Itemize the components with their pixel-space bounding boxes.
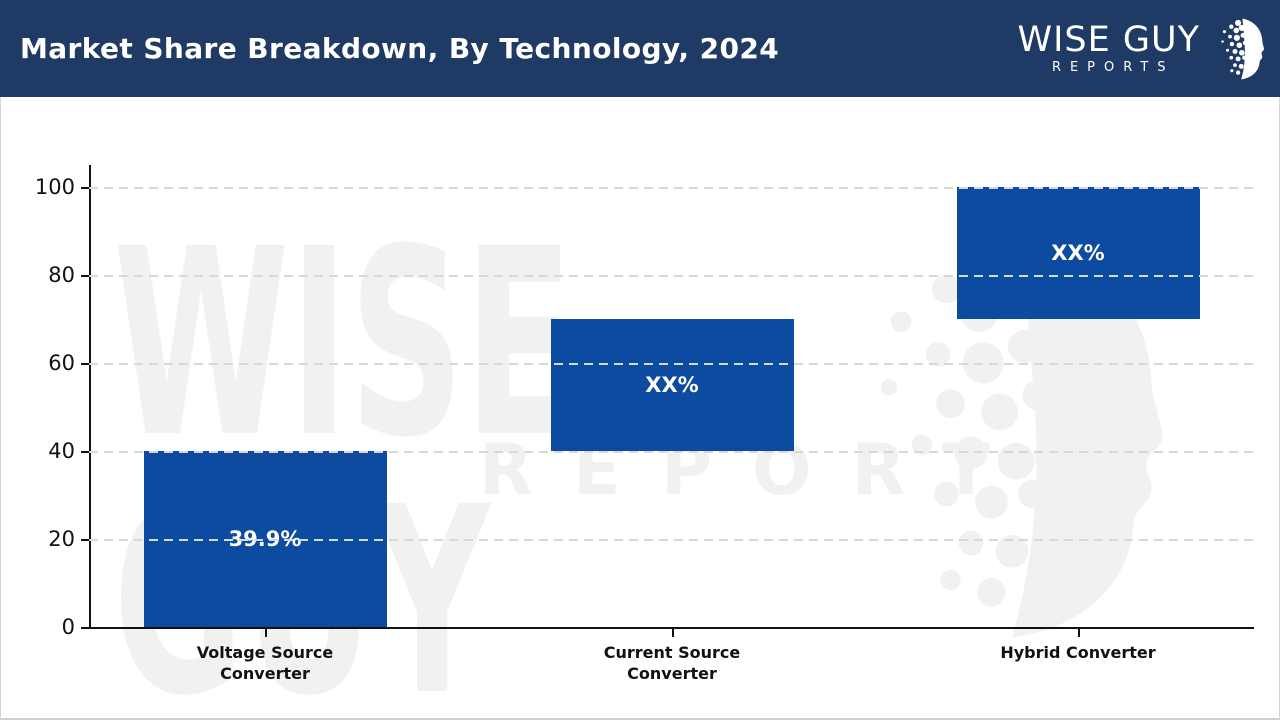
page-title: Market Share Breakdown, By Technology, 2… (20, 32, 780, 65)
brand-logo: WISE GUY REPORTS (1017, 9, 1266, 89)
y-axis-tick-label: 100 (34, 175, 75, 199)
y-tick (81, 363, 89, 365)
x-axis-category-label: Current Source Converter (603, 643, 741, 683)
brand-name: WISE GUY (1017, 19, 1200, 60)
y-tick (81, 627, 89, 629)
y-tick (81, 187, 89, 189)
bar: XX% (956, 187, 1200, 319)
gridline (89, 363, 1254, 365)
chart-area: WISE GUY REPORTS 02040608010039.9%XX%XX%… (0, 97, 1280, 720)
y-tick (81, 451, 89, 453)
y-tick (81, 275, 89, 277)
y-axis-tick-label: 80 (48, 263, 75, 287)
gridline (89, 451, 1254, 453)
y-axis-tick-label: 20 (48, 527, 75, 551)
y-axis-tick-label: 60 (48, 351, 75, 375)
y-axis-tick-label: 0 (61, 615, 75, 639)
bar: XX% (550, 319, 794, 451)
bar-value-label: XX% (1051, 241, 1105, 265)
dotted-head-profile-icon (1221, 18, 1264, 79)
x-tick (1078, 629, 1080, 637)
x-axis (89, 627, 1254, 629)
brand-logo-text: WISE GUY REPORTS (1017, 19, 1200, 76)
x-tick (672, 629, 674, 637)
x-axis-category-label: Voltage Source Converter (196, 643, 334, 683)
y-axis (89, 165, 91, 629)
y-axis-tick-label: 40 (48, 439, 75, 463)
gridline (89, 187, 1254, 189)
y-tick (81, 539, 89, 541)
gridline (89, 539, 1254, 541)
x-tick (265, 629, 267, 637)
brand-subname: REPORTS (1051, 60, 1175, 76)
gridline (89, 275, 1254, 277)
x-axis-category-label: Hybrid Converter (1000, 643, 1156, 662)
bar-value-label: XX% (645, 373, 699, 397)
header: Market Share Breakdown, By Technology, 2… (0, 0, 1280, 97)
